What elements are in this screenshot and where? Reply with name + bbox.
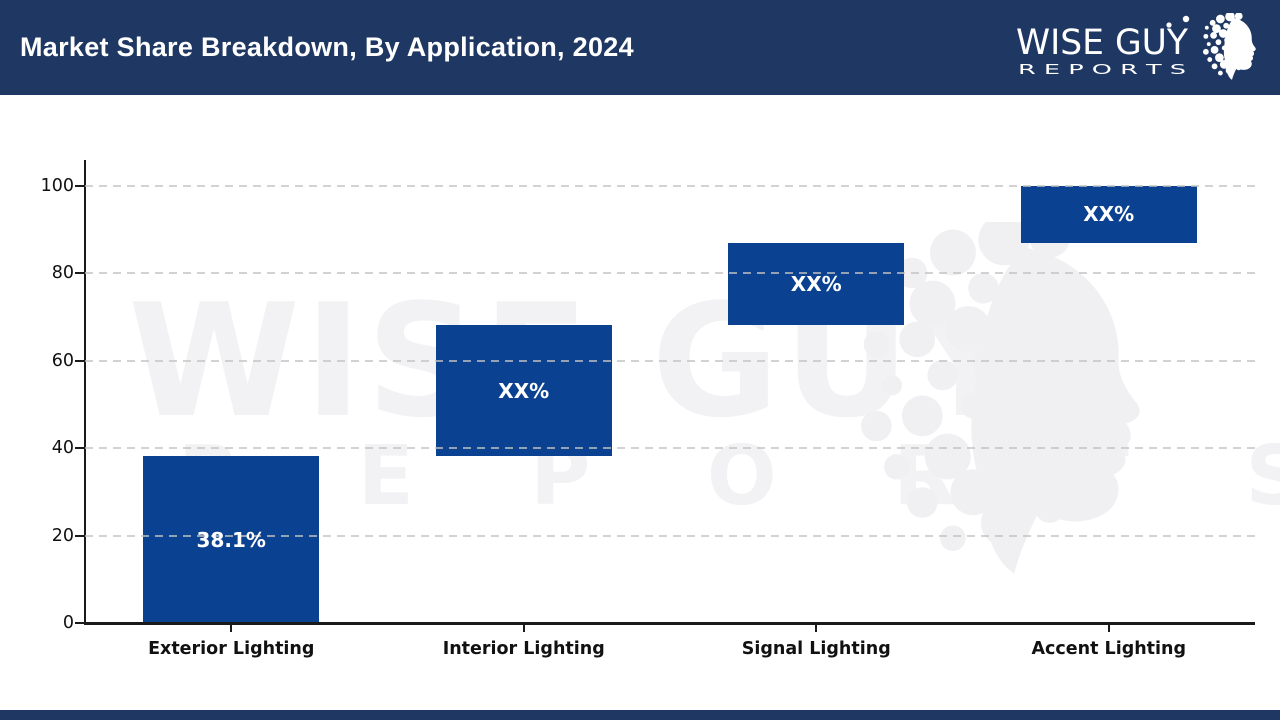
x-tick bbox=[522, 625, 525, 632]
y-tick bbox=[75, 622, 84, 624]
y-tick bbox=[75, 447, 84, 449]
y-tick bbox=[75, 272, 84, 274]
logo-dot-icon bbox=[1182, 15, 1190, 22]
x-tick bbox=[1107, 625, 1110, 632]
y-tick-label: 100 bbox=[40, 175, 74, 196]
bar-interior-lighting bbox=[435, 325, 612, 457]
gridline-80 bbox=[85, 272, 1255, 274]
y-tick-label: 40 bbox=[51, 438, 74, 458]
y-tick bbox=[75, 359, 84, 362]
y-tick-label: 60 bbox=[51, 350, 74, 371]
bar-exterior-lighting bbox=[143, 456, 320, 623]
x-category-label: Interior Lighting bbox=[442, 639, 605, 659]
x-tick bbox=[815, 625, 818, 632]
bar-value-label: 38.1% bbox=[196, 527, 266, 552]
bar-value-label: XX% bbox=[498, 378, 550, 403]
wiseguy-logo: WISE GUY R E P O R T S bbox=[1010, 8, 1266, 88]
y-tick bbox=[75, 184, 84, 187]
logo-subtext: R E P O R T S bbox=[1018, 62, 1186, 78]
bar-signal-lighting bbox=[728, 242, 905, 326]
footer-bar bbox=[0, 710, 1280, 720]
gridline-40 bbox=[85, 447, 1255, 449]
bar-value-label: XX% bbox=[1083, 202, 1135, 227]
y-axis-line bbox=[83, 160, 86, 625]
x-tick bbox=[230, 625, 233, 632]
x-category-label: Signal Lighting bbox=[741, 639, 891, 659]
y-tick-label: 80 bbox=[51, 263, 74, 283]
gridline-20 bbox=[85, 534, 1255, 537]
bar-value-label: XX% bbox=[790, 271, 842, 296]
x-axis-line bbox=[83, 622, 1255, 625]
page-title: Market Share Breakdown, By Application, … bbox=[20, 32, 634, 62]
wiseguy-logo-icon: WISE GUY R E P O R T S bbox=[1016, 12, 1256, 80]
x-category-label: Exterior Lighting bbox=[148, 639, 315, 659]
logo-face-icon bbox=[1202, 12, 1256, 80]
gridline-100 bbox=[85, 184, 1255, 187]
y-tick-label: 20 bbox=[51, 525, 74, 546]
gridline-60 bbox=[85, 359, 1255, 362]
logo-wordmark: WISE GUY bbox=[1016, 23, 1189, 63]
y-tick-label: 0 bbox=[62, 613, 74, 633]
y-tick bbox=[75, 534, 84, 537]
x-category-label: Accent Lighting bbox=[1031, 639, 1187, 659]
bar-accent-lighting bbox=[1020, 185, 1197, 243]
logo-dot-icon bbox=[1166, 21, 1172, 28]
header-bar: Market Share Breakdown, By Application, … bbox=[0, 0, 1280, 95]
